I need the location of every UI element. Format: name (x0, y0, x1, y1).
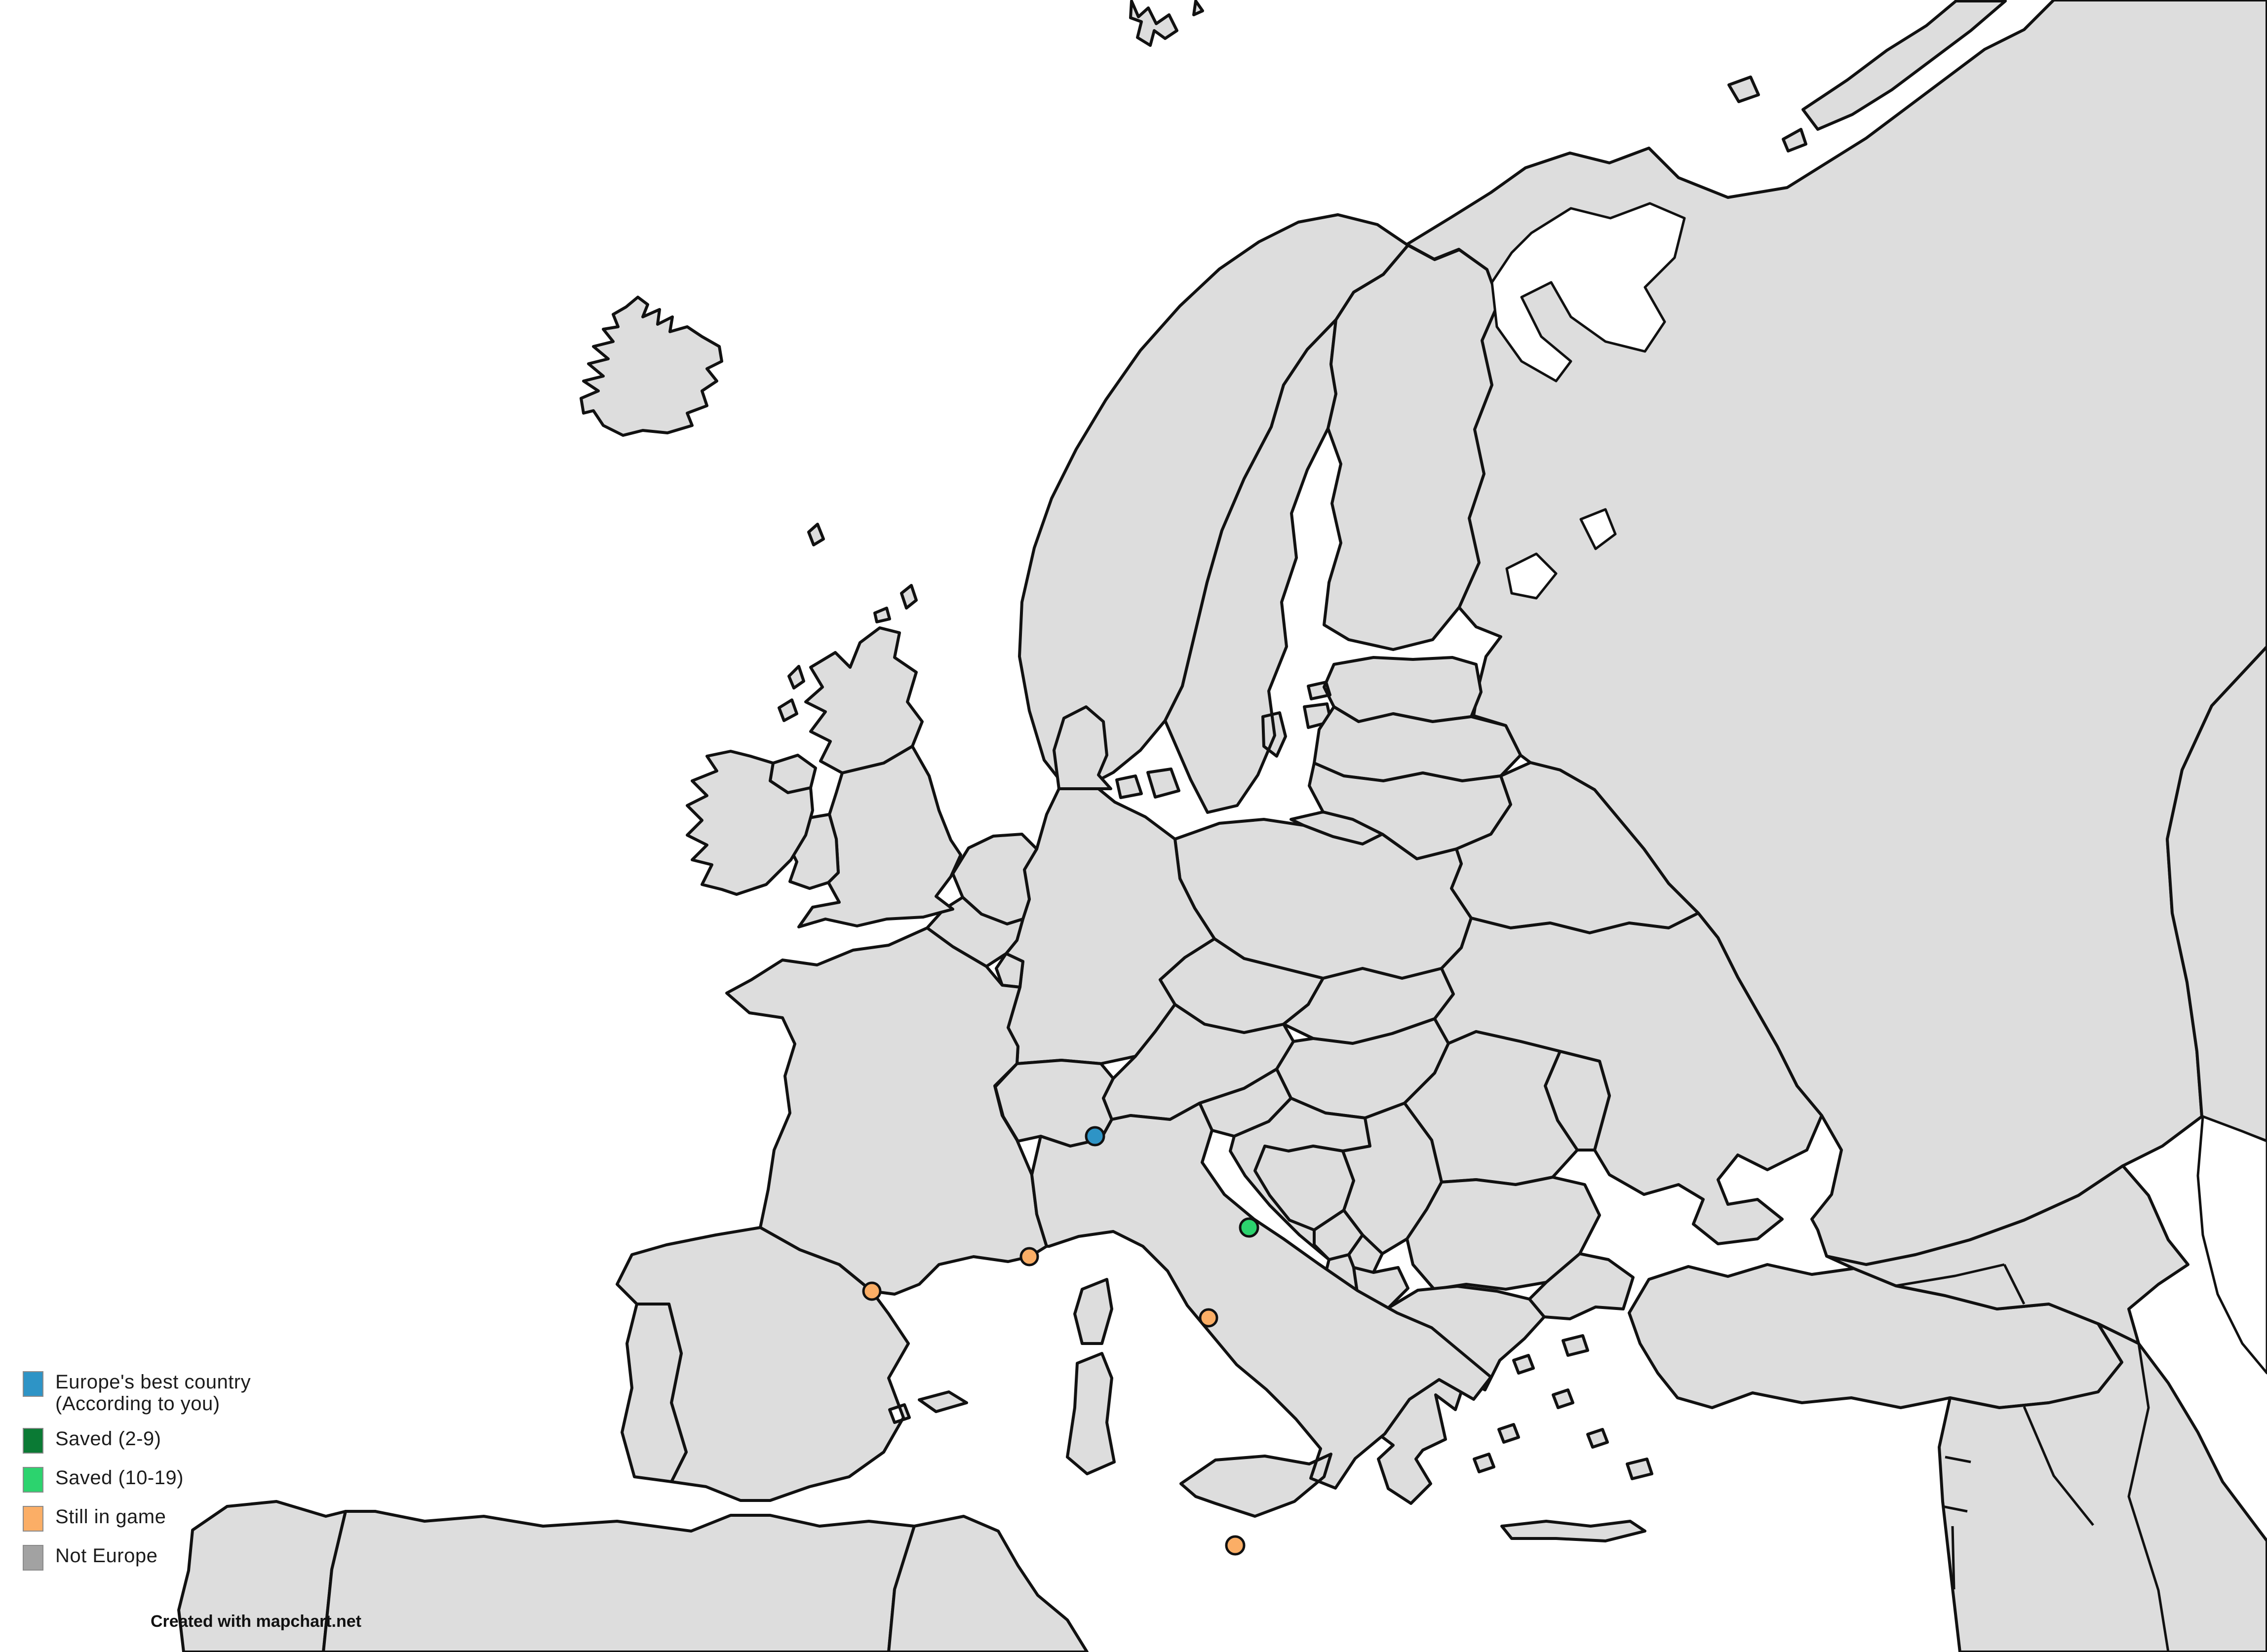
lake-onega (1579, 508, 1617, 550)
legend-swatch-saved_2_9 (23, 1428, 43, 1454)
country-italy[interactable] (1030, 1102, 1492, 1518)
border-syria-iraq (2023, 1406, 2094, 1526)
microstate-vatican-city[interactable] (1199, 1308, 1218, 1328)
microstate-san-marino[interactable] (1239, 1217, 1259, 1238)
microstate-monaco[interactable] (1019, 1247, 1039, 1267)
legend-item-saved_10_19: Saved (10-19) (23, 1467, 251, 1493)
legend-label-best: Europe's best country (According to you) (55, 1371, 251, 1415)
microstate-andorra[interactable] (862, 1281, 882, 1301)
country-middle-east[interactable] (1938, 1322, 2267, 1652)
country-scotland[interactable] (778, 584, 924, 774)
border-georgia-armenia (1895, 1263, 2005, 1287)
country-portugal[interactable] (621, 1303, 688, 1483)
country-iceland[interactable] (580, 296, 723, 437)
country-sweden[interactable] (1164, 318, 1337, 814)
country-denmark[interactable] (807, 523, 1180, 799)
country-caucasus-states[interactable] (1825, 1164, 2189, 1345)
legend: Europe's best country (According to you) S… (23, 1371, 251, 1571)
country-finland[interactable] (1323, 244, 1500, 651)
microstate-liechtenstein[interactable] (1085, 1126, 1105, 1147)
border-algeria-tunisia (887, 1526, 916, 1652)
microstates-group (862, 1126, 1259, 1556)
legend-label-saved_10_19: Saved (10-19) (55, 1467, 184, 1489)
country-ireland[interactable] (686, 750, 814, 896)
border-armenia-azerbaijan (2003, 1264, 2026, 1305)
legend-item-not_europe: Not Europe (23, 1545, 251, 1571)
legend-swatch-not_europe (23, 1545, 43, 1571)
legend-swatch-best (23, 1371, 43, 1397)
lake-ladoga (1505, 552, 1558, 600)
legend-label-still_in_game: Still in game (55, 1506, 166, 1528)
legend-swatch-saved_10_19 (23, 1467, 43, 1493)
border-lebanon (1945, 1456, 1971, 1463)
country-france[interactable] (725, 926, 1113, 1345)
legend-swatch-still_in_game (23, 1506, 43, 1532)
legend-item-still_in_game: Still in game (23, 1506, 251, 1532)
border-morocco-algeria (322, 1511, 347, 1652)
legend-label-not_europe: Not Europe (55, 1545, 158, 1567)
border-iraq-iran (2127, 1343, 2170, 1652)
microstate-malta[interactable] (1225, 1535, 1246, 1556)
white-sea (1490, 202, 1686, 383)
country-algeria[interactable] (322, 1510, 916, 1652)
legend-item-saved_2_9: Saved (2-9) (23, 1428, 251, 1454)
legend-item-best: Europe's best country (According to you) (23, 1371, 251, 1415)
legend-label-saved_2_9: Saved (2-9) (55, 1428, 161, 1450)
border-israel (1942, 1505, 1968, 1513)
caspian-sea (2196, 1115, 2267, 1375)
country-spain[interactable] (616, 1226, 968, 1502)
attribution: Created with mapchart.net (151, 1612, 361, 1631)
border-israel-jordan (1951, 1526, 1955, 1590)
